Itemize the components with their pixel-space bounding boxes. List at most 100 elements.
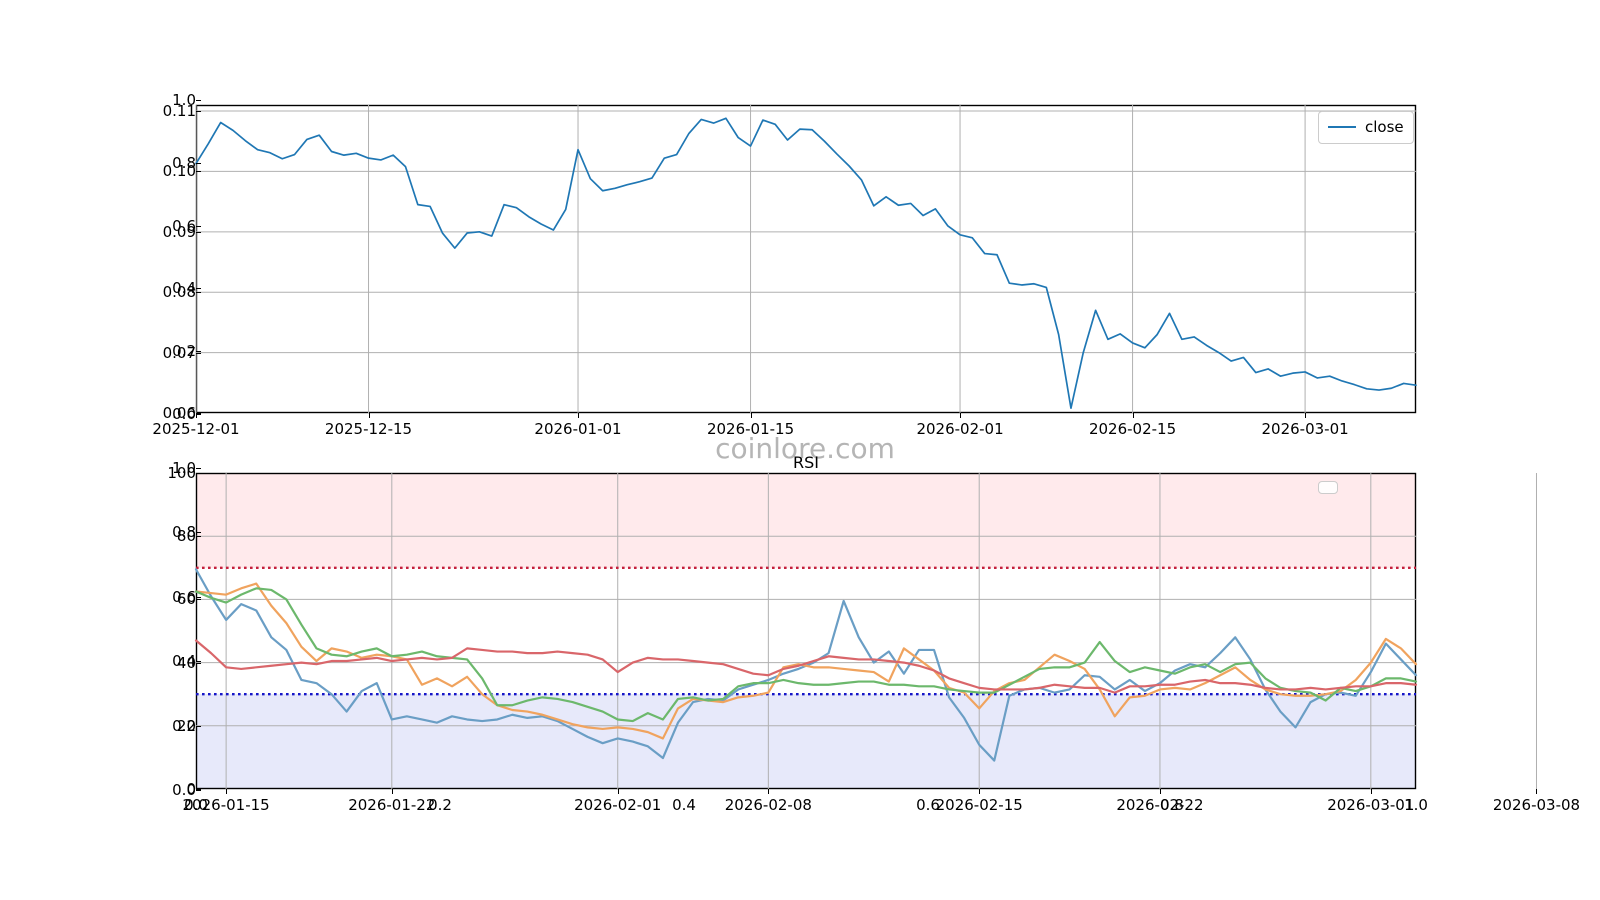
x-axis-tick-mark	[196, 413, 197, 418]
y-axis-tick-mark	[196, 596, 201, 598]
legend-item-label: close	[1365, 118, 1404, 136]
legend-item[interactable]: close	[1328, 117, 1404, 137]
y-axis-tick-mark	[196, 790, 201, 791]
y-axis-tick-label: 0.0	[172, 405, 196, 423]
y-axis-tick-label: 0.10	[162, 162, 196, 181]
x-axis-tick-mark	[226, 789, 228, 794]
y-axis-tick-label: 0.07	[162, 343, 196, 362]
x-axis-tick-label: 2026-02-01	[574, 796, 662, 814]
y-axis-tick-label: 0.0	[172, 781, 196, 799]
y-axis-tick-label: 0.6	[172, 587, 196, 606]
legend-color-swatch	[1328, 126, 1356, 128]
y-axis-tick-mark	[196, 231, 201, 233]
x-axis-tick-label: 2026-03-01	[1261, 420, 1349, 438]
y-axis-tick-mark	[196, 352, 201, 354]
x-axis-tick-label: 2026-01-22	[348, 796, 436, 814]
close-price-line	[195, 117, 1417, 410]
price-plot-area	[195, 104, 1417, 414]
y-axis-tick-mark	[196, 225, 201, 227]
y-axis-tick-mark	[196, 100, 201, 101]
x-axis-tick-label: 0.6	[916, 796, 940, 814]
y-axis-tick-label: 20	[176, 716, 196, 735]
x-axis-tick-mark	[578, 413, 580, 418]
y-axis-tick-label: 0.4	[172, 279, 196, 298]
y-axis-tick-mark	[196, 111, 201, 113]
y-axis-tick-mark	[196, 468, 201, 469]
x-axis-tick-label: 2026-02-15	[1088, 420, 1177, 438]
y-axis-tick-mark	[196, 661, 201, 663]
y-axis-tick-label: 1.0	[172, 459, 196, 477]
x-axis-tick-label: 2026-02-08	[724, 796, 812, 814]
x-axis-tick-label: 1.0	[1404, 796, 1428, 814]
y-axis-tick-mark	[196, 725, 201, 727]
y-axis-tick-mark	[196, 162, 201, 164]
y-axis-tick-label: 60	[176, 590, 196, 609]
rsi-overbought-band	[197, 473, 1415, 568]
rsi-panel-title: RSI	[793, 453, 819, 472]
x-axis-tick-label: 2025-12-01	[152, 420, 240, 438]
x-axis-tick-mark	[1159, 789, 1161, 794]
y-axis-tick-label: 0.06	[162, 404, 196, 422]
x-axis-tick-mark	[1370, 789, 1372, 794]
x-axis-tick-mark	[768, 789, 770, 794]
price-chart-panel: 0.06 0.07 0.08 0.09 0.10 0.11 0.0 0.2 0.4 0.6 0.8…	[152, 91, 1417, 438]
y-axis-tick-label: 0	[186, 780, 196, 798]
x-axis-tick-label: 2026-01-15	[182, 796, 270, 814]
y-axis-tick-mark	[196, 473, 201, 474]
x-axis-tick-mark	[750, 413, 752, 418]
y-axis-tick-label: 40	[176, 653, 196, 672]
x-axis-tick-label: 2026-03-08	[1492, 796, 1581, 814]
rsi-plot-border	[195, 472, 1417, 790]
y-axis-tick-mark	[196, 599, 201, 601]
x-axis-tick-mark	[1132, 413, 1134, 418]
y-axis-tick-label: 0.8	[172, 523, 196, 542]
x-axis-tick-mark	[1536, 789, 1538, 794]
y-axis-tick-label: 0.2	[172, 716, 196, 735]
x-axis-tick-label: 2025-12-15	[324, 420, 413, 438]
y-axis-tick-mark	[196, 536, 201, 538]
x-axis-tick-mark	[960, 413, 962, 418]
y-axis-tick-mark	[196, 532, 201, 534]
x-axis-tick-label: 0.2	[428, 796, 452, 814]
x-axis-tick-label: 0.4	[672, 796, 696, 814]
rsi-line-rsi-14	[194, 582, 1418, 740]
y-axis-tick-label: 80	[176, 527, 196, 546]
y-axis-tick-mark	[196, 413, 201, 414]
x-axis-tick-mark	[391, 789, 393, 794]
y-axis-tick-mark	[196, 171, 201, 173]
watermark: coinlore.com	[715, 432, 895, 465]
x-axis-tick-mark	[979, 789, 981, 794]
rsi-legend	[1318, 481, 1338, 494]
x-axis-tick-mark	[1305, 413, 1307, 418]
x-axis-tick-label: 0.8	[1160, 796, 1184, 814]
y-axis-tick-label: 0.09	[162, 222, 196, 241]
price-legend: close	[1318, 111, 1414, 144]
x-axis-tick-label: 2026-01-01	[534, 420, 622, 438]
rsi-oversold-band	[197, 694, 1415, 789]
price-line-svg	[195, 104, 1417, 414]
y-axis-tick-label: 0.4	[172, 652, 196, 671]
y-axis-tick-mark	[196, 351, 201, 353]
x-axis-tick-mark	[617, 789, 619, 794]
rsi-plot-area	[194, 472, 1537, 790]
y-axis-tick-mark	[196, 288, 201, 290]
y-axis-tick-mark	[196, 292, 201, 294]
y-axis-tick-label: 0.6	[172, 216, 196, 235]
rsi-line-svg	[194, 472, 1537, 790]
y-axis-tick-label: 1.0	[172, 91, 196, 109]
y-axis-tick-label: 100	[167, 464, 196, 482]
y-axis-tick-label: 0.08	[162, 283, 196, 302]
rsi-line-rsi-42	[194, 639, 1418, 694]
y-axis-tick-mark	[196, 414, 201, 415]
x-axis-tick-label: 2026-02-01	[916, 420, 1004, 438]
x-axis-tick-label: 2026-02-22	[1116, 796, 1204, 814]
y-axis-tick-label: 0.11	[162, 102, 196, 121]
y-axis-tick-label: 0.2	[172, 342, 196, 361]
x-axis-tick-label: 2026-03-01	[1327, 796, 1415, 814]
x-axis-tick-label: 0.0	[184, 796, 208, 814]
x-axis-tick-mark	[368, 413, 370, 418]
y-axis-tick-label: 0.8	[172, 153, 196, 172]
x-axis-tick-label: 2026-01-15	[706, 420, 795, 438]
y-axis-tick-mark	[196, 662, 201, 664]
